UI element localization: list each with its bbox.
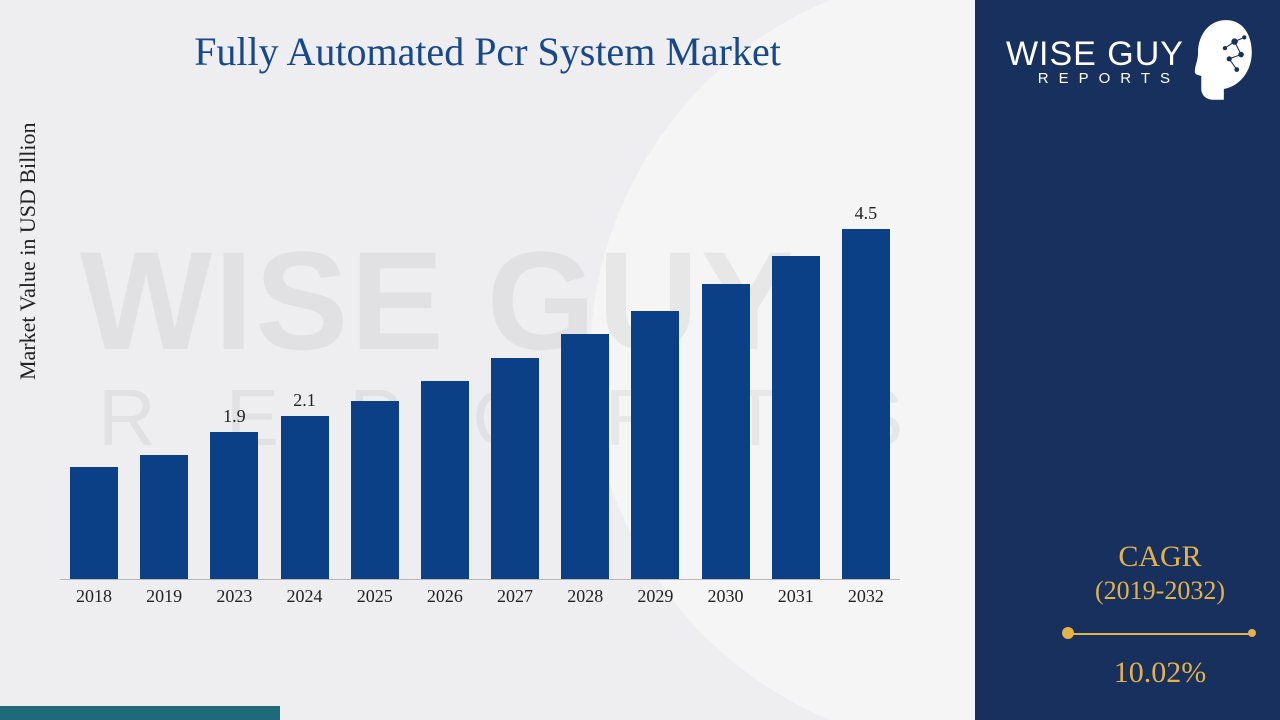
cagr-divider [1068, 624, 1252, 642]
y-axis-label: Market Value in USD Billion [15, 123, 41, 380]
brand-logo: WISE GUY REPORTS [980, 18, 1260, 104]
x-tick-label: 2019 [134, 586, 194, 607]
head-icon [1192, 18, 1260, 104]
bar-group [134, 429, 194, 580]
x-tick-label: 2029 [625, 586, 685, 607]
x-tick-label: 2024 [275, 586, 335, 607]
bar-value-label: 4.5 [855, 203, 878, 225]
dot-icon [1062, 627, 1074, 639]
x-tick-label: 2027 [485, 586, 545, 607]
x-tick-label: 2028 [555, 586, 615, 607]
x-tick-label: 2032 [836, 586, 896, 607]
bar [702, 284, 750, 580]
cagr-value: 10.02% [1040, 656, 1280, 690]
bar [140, 455, 188, 580]
bar [491, 358, 539, 580]
bar [70, 467, 118, 580]
x-tick-label: 2030 [696, 586, 756, 607]
bar-group [766, 230, 826, 580]
bar-group [485, 332, 545, 580]
bar-value-label: 2.1 [293, 390, 316, 412]
bar-group: 2.1 [275, 390, 335, 580]
cagr-period: (2019-2032) [1040, 576, 1280, 606]
bar-group [625, 285, 685, 580]
logo-line1: WISE GUY [1006, 35, 1184, 74]
dot-icon [1248, 629, 1256, 637]
bar-value-label: 1.9 [223, 406, 246, 428]
bar [631, 311, 679, 580]
cagr-label: CAGR [1040, 540, 1280, 574]
x-tick-label: 2025 [345, 586, 405, 607]
chart-title: Fully Automated Pcr System Market [0, 28, 975, 75]
bar-group [64, 441, 124, 580]
bar-group: 1.9 [204, 406, 264, 580]
bar-group [696, 258, 756, 580]
x-axis-labels: 2018 2019 2023 2024 2025 2026 2027 2028 2029 2030… [60, 586, 900, 607]
bar-group [345, 375, 405, 580]
cagr-block: CAGR (2019-2032) 10.02% [1040, 540, 1280, 690]
bar [351, 401, 399, 580]
bar [842, 229, 890, 580]
x-tick-label: 2026 [415, 586, 475, 607]
bar [281, 416, 329, 580]
bar [421, 381, 469, 580]
x-tick-label: 2018 [64, 586, 124, 607]
bar [561, 334, 609, 580]
bar-group [555, 308, 615, 580]
bar-group [415, 355, 475, 580]
logo-text: WISE GUY REPORTS [1006, 35, 1184, 87]
infographic-stage: WISE GUY REPORTS Fully Automated Pcr Sys… [0, 0, 1280, 720]
x-tick-label: 2031 [766, 586, 826, 607]
bar-group: 4.5 [836, 203, 896, 580]
bar-container: 1.9 2.1 4.5 [60, 165, 900, 580]
chart-plot: 1.9 2.1 4.5 [60, 165, 900, 580]
bar [210, 432, 258, 580]
x-axis-line [60, 579, 900, 580]
bar [772, 256, 820, 580]
x-tick-label: 2023 [204, 586, 264, 607]
bottom-strip [0, 706, 280, 720]
